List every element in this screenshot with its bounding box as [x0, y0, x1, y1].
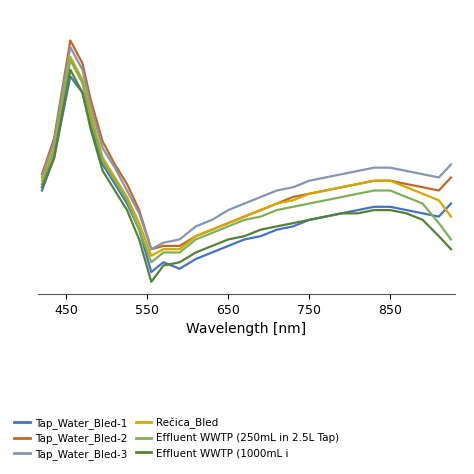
X-axis label: Wavelength [nm]: Wavelength [nm]: [186, 322, 307, 336]
Legend: Tap_Water_Bled-1, Tap_Water_Bled-2, Tap_Water_Bled-3, Rečica_Bled, Effluent WWTP: Tap_Water_Bled-1, Tap_Water_Bled-2, Tap_…: [10, 413, 344, 464]
